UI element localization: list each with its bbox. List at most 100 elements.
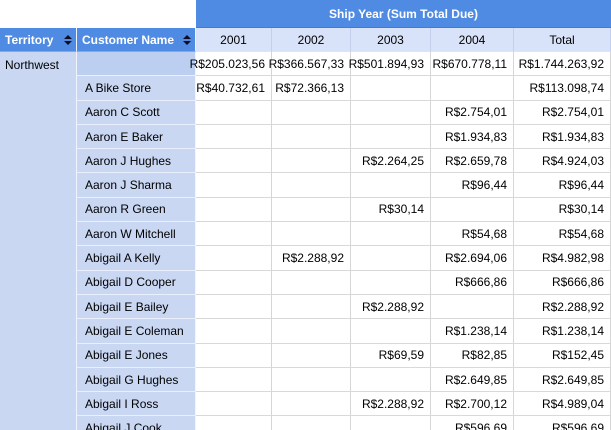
customer-name-header-label: Customer Name — [82, 32, 175, 47]
customer-name-cell: Aaron C Scott — [77, 100, 196, 125]
customer-name-cell: Aaron W Mitchell — [77, 222, 196, 247]
customer-name-cell: Aaron E Baker — [77, 124, 196, 150]
customer-name-cell: Aaron J Sharma — [77, 173, 196, 198]
value-cell-2004: R$2.754,01 — [431, 100, 514, 125]
customer-name-column-header[interactable]: Customer Name — [77, 28, 196, 52]
sort-asc-icon — [64, 34, 72, 39]
value-cell-total: R$2.288,92 — [514, 294, 611, 320]
value-cell-2002 — [272, 270, 351, 295]
territory-cell: Northwest — [0, 52, 77, 430]
value-cell-2002 — [272, 294, 351, 320]
value-cell-total: R$54,68 — [514, 222, 611, 247]
value-cell-2003: R$30,14 — [351, 197, 431, 223]
value-cell-2002: R$366.567,33 — [269, 52, 351, 77]
value-cell-total: R$1.744.263,92 — [514, 52, 611, 77]
value-cell-2002 — [272, 124, 351, 150]
value-cell-total: R$113.098,74 — [514, 76, 611, 101]
value-cell-2001 — [196, 367, 272, 393]
value-cell-total: R$1.934,83 — [514, 124, 611, 150]
customer-name-cell: Aaron J Hughes — [77, 149, 196, 174]
value-cell-2002 — [272, 392, 351, 417]
value-cell-2001 — [196, 124, 272, 150]
value-cell-total: R$30,14 — [514, 197, 611, 223]
value-cell-2003: R$69,59 — [351, 343, 431, 368]
value-cell-2002 — [272, 367, 351, 393]
value-cell-total: R$96,44 — [514, 173, 611, 198]
value-cell-2004: R$596,69 — [431, 416, 514, 430]
value-cell-2002 — [272, 416, 351, 430]
customer-name-cell: Abigail E Jones — [77, 343, 196, 368]
value-cell-2002 — [272, 343, 351, 368]
customer-name-cell: Abigail J Cook — [77, 416, 196, 430]
customer-name-cell: Abigail E Bailey — [77, 294, 196, 320]
value-cell-2003 — [351, 76, 431, 101]
value-cell-2001 — [196, 319, 272, 344]
value-cell-2004: R$2.700,12 — [431, 392, 514, 417]
value-cell-2004: R$1.238,14 — [431, 319, 514, 344]
territory-column-header[interactable]: Territory — [0, 28, 77, 52]
value-cell-2001 — [196, 416, 272, 430]
customer-name-cell: Abigail D Cooper — [77, 270, 196, 295]
territory-subtotal-label-cell — [77, 52, 196, 77]
value-cell-2004: R$2.659,78 — [431, 149, 514, 174]
value-cell-2001 — [196, 149, 272, 174]
value-cell-2004: R$1.934,83 — [431, 124, 514, 150]
customer-name-cell: Abigail A Kelly — [77, 246, 196, 271]
customer-name-cell: Abigail I Ross — [77, 392, 196, 417]
value-cell-2004: R$2.694,06 — [431, 246, 514, 271]
value-cell-2001 — [196, 197, 272, 223]
sort-desc-icon — [64, 40, 72, 45]
column-header-2004[interactable]: 2004 — [431, 28, 514, 52]
column-header-2003[interactable]: 2003 — [351, 28, 431, 52]
customer-name-cell: Abigail E Coleman — [77, 319, 196, 344]
value-cell-total: R$4.982,98 — [514, 246, 611, 271]
sort-asc-icon — [183, 34, 191, 39]
value-cell-2003 — [351, 270, 431, 295]
value-cell-total: R$2.649,85 — [514, 367, 611, 393]
value-cell-2003 — [351, 367, 431, 393]
value-cell-2004: R$670.778,11 — [431, 52, 514, 77]
value-cell-2002 — [272, 222, 351, 247]
column-header-2001[interactable]: 2001 — [196, 28, 272, 52]
value-cell-2002 — [272, 173, 351, 198]
sort-territory-icon[interactable] — [64, 34, 72, 45]
column-header-2002[interactable]: 2002 — [272, 28, 351, 52]
value-cell-2001 — [196, 392, 272, 417]
customer-name-cell: Abigail G Hughes — [77, 367, 196, 393]
value-cell-2003 — [351, 173, 431, 198]
value-cell-2004 — [431, 294, 514, 320]
value-cell-2004: R$2.649,85 — [431, 367, 514, 393]
value-cell-total: R$4.989,04 — [514, 392, 611, 417]
sort-customer-name-icon[interactable] — [183, 34, 191, 45]
value-cell-2003 — [351, 319, 431, 344]
value-cell-2002 — [272, 100, 351, 125]
value-cell-2003 — [351, 246, 431, 271]
territory-header-label: Territory — [5, 32, 54, 47]
value-cell-total: R$596,69 — [514, 416, 611, 430]
value-cell-total: R$152,45 — [514, 343, 611, 368]
customer-name-cell: A Bike Store — [77, 76, 196, 101]
value-cell-2001 — [196, 246, 272, 271]
value-cell-2004: R$666,86 — [431, 270, 514, 295]
sort-desc-icon — [183, 40, 191, 45]
value-cell-2001 — [196, 222, 272, 247]
value-cell-2003: R$501.894,93 — [349, 52, 431, 77]
value-cell-2001 — [196, 270, 272, 295]
value-cell-2004 — [431, 76, 514, 101]
corner-spacer — [0, 0, 196, 28]
value-cell-total: R$4.924,03 — [514, 149, 611, 174]
value-cell-2001: R$40.732,61 — [196, 76, 272, 101]
group-header: Ship Year (Sum Total Due) — [196, 0, 611, 28]
value-cell-2002 — [272, 319, 351, 344]
value-cell-2002: R$2.288,92 — [272, 246, 351, 271]
value-cell-2003: R$2.288,92 — [351, 294, 431, 320]
column-header-total[interactable]: Total — [514, 28, 611, 52]
value-cell-2003: R$2.288,92 — [351, 392, 431, 417]
value-cell-2004: R$54,68 — [431, 222, 514, 247]
value-cell-2001 — [196, 173, 272, 198]
value-cell-total: R$1.238,14 — [514, 319, 611, 344]
value-cell-2003: R$2.264,25 — [351, 149, 431, 174]
value-cell-2001 — [196, 100, 272, 125]
value-cell-2002: R$72.366,13 — [272, 76, 351, 101]
